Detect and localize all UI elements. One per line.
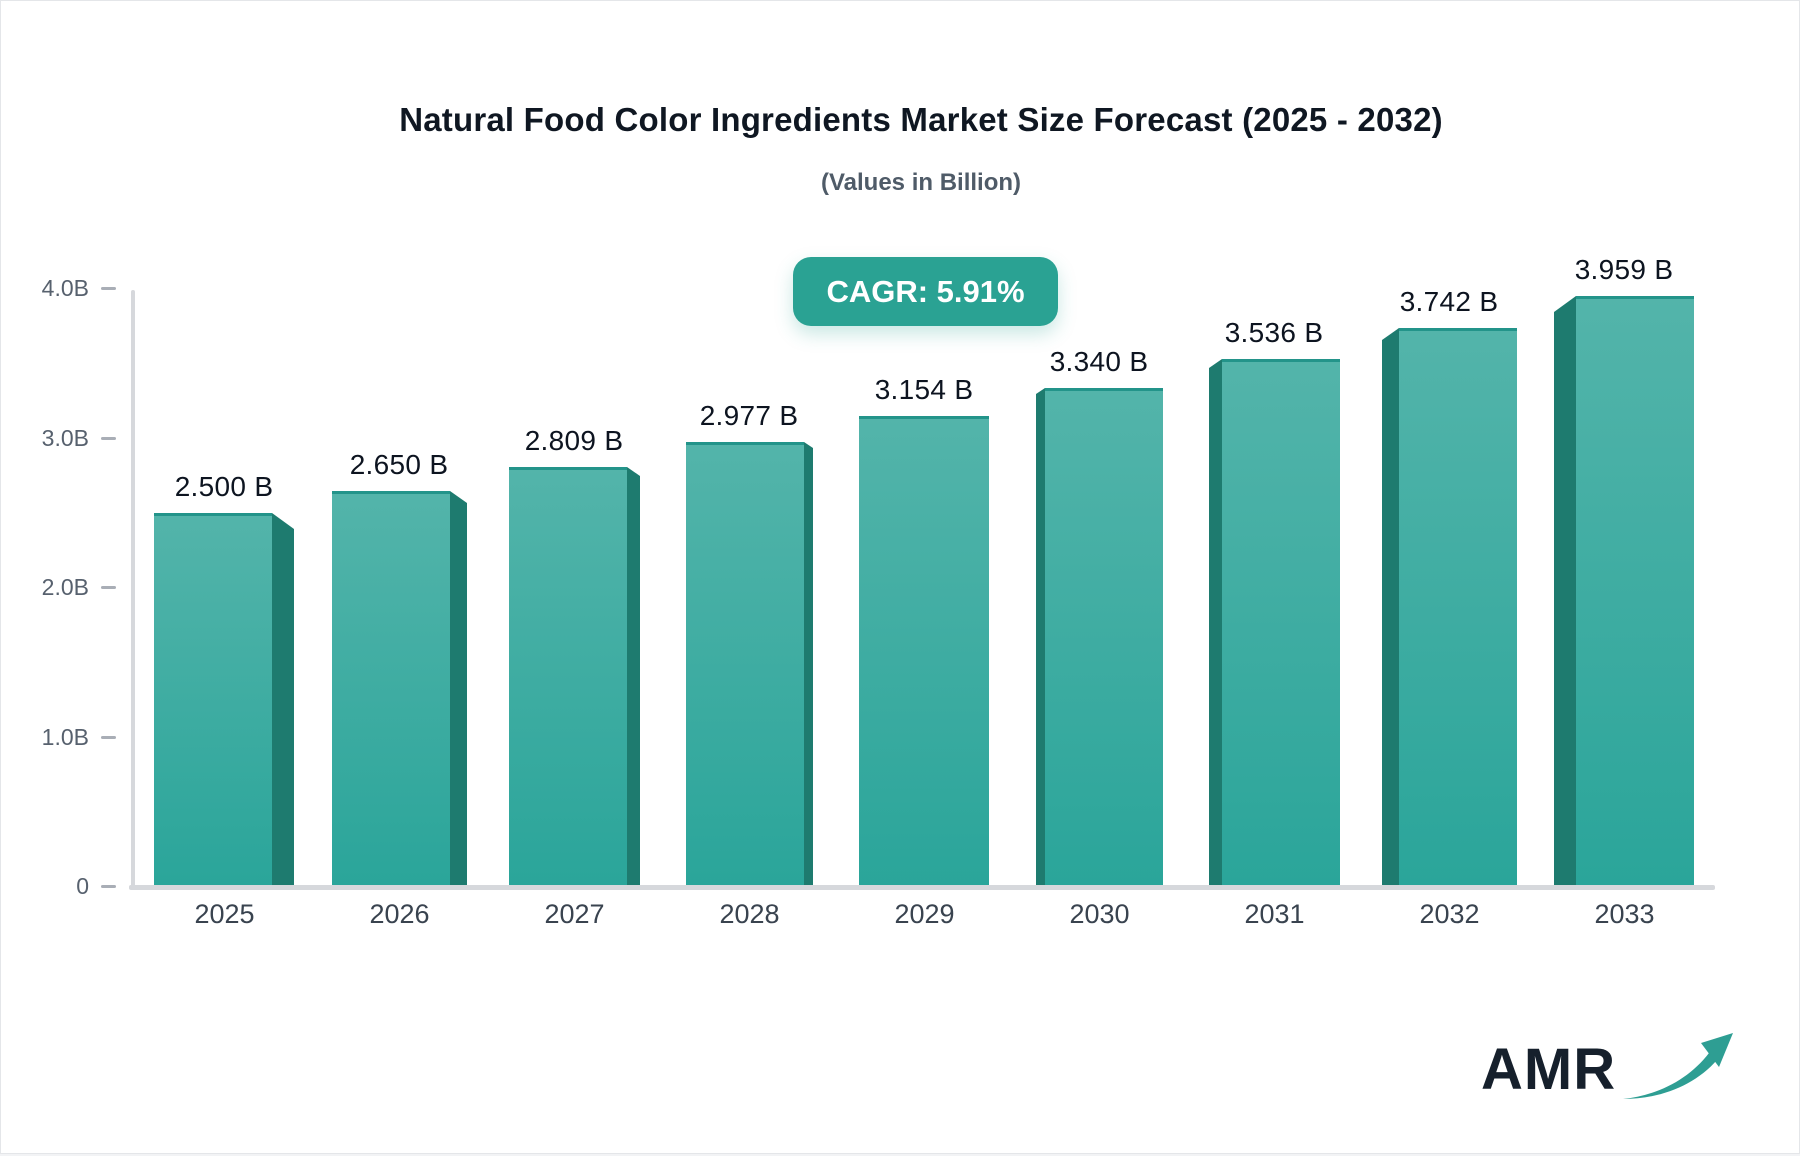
x-axis-label-2025: 2025: [194, 899, 255, 929]
bar-value-label-2030: 3.340 B: [1049, 346, 1149, 377]
y-axis-label: 2.0B: [41, 574, 89, 601]
bar-value-label-2029: 3.154 B: [874, 374, 974, 405]
y-axis-label: 4.0B: [41, 275, 89, 302]
bar-side-face-2026: [450, 491, 467, 887]
amr-logo-text: AMR: [1481, 1037, 1617, 1102]
bar-side-face-2027: [627, 467, 640, 887]
bar-value-label-2025: 2.500 B: [174, 471, 274, 502]
chart-title: Natural Food Color Ingredients Market Si…: [399, 101, 1443, 138]
bar-side-face-2030: [1036, 388, 1045, 887]
x-axis-label-2026: 2026: [369, 899, 430, 929]
y-axis-tick: [101, 885, 116, 888]
bar-side-face-2025: [272, 513, 294, 887]
x-axis-label-2030: 2030: [1069, 899, 1130, 929]
bar-value-label-2027: 2.809 B: [524, 425, 624, 456]
y-axis-label: 0: [76, 873, 89, 899]
bar-value-label-2026: 2.650 B: [349, 449, 449, 480]
y-axis-tick: [101, 586, 116, 590]
bar-side-face-2028: [804, 442, 813, 887]
cagr-badge: CAGR: 5.91%: [793, 257, 1058, 326]
bar-value-label-2033: 3.959 B: [1574, 254, 1674, 285]
bar-side-face-2031: [1209, 359, 1222, 887]
amr-logo: AMR: [1481, 1021, 1733, 1105]
bar-2032: [1399, 328, 1517, 887]
cagr-badge-label: CAGR: 5.91%: [826, 273, 1025, 309]
bar-2031: [1222, 359, 1340, 887]
x-axis-label-2029: 2029: [894, 899, 955, 929]
y-axis-label: 1.0B: [41, 723, 89, 750]
bar-2027: [509, 467, 627, 887]
bar-2028: [686, 442, 804, 887]
bar-value-label-2028: 2.977 B: [699, 400, 799, 431]
x-axis-label-2031: 2031: [1244, 899, 1305, 929]
growth-arrow-icon: [1623, 1033, 1733, 1099]
x-axis-label-2032: 2032: [1419, 899, 1480, 929]
bar-2025: [154, 513, 272, 887]
x-axis-baseline: [129, 885, 1715, 890]
y-axis-line: [131, 290, 135, 887]
y-axis-label: 3.0B: [41, 424, 89, 451]
bar-2026: [332, 491, 450, 887]
bar-value-label-2032: 3.742 B: [1399, 286, 1499, 317]
y-axis-tick: [101, 735, 116, 739]
x-axis-label-2027: 2027: [544, 899, 605, 929]
bar-side-face-2032: [1382, 328, 1399, 887]
bar-2029: [859, 416, 989, 887]
chart-subtitle: (Values in Billion): [820, 169, 1022, 196]
y-axis-tick: [101, 436, 116, 440]
bar-value-label-2031: 3.536 B: [1224, 317, 1324, 348]
y-axis-tick: [101, 287, 116, 291]
bar-side-face-2033: [1554, 296, 1576, 887]
bar-2030: [1045, 388, 1163, 887]
x-axis-label-2028: 2028: [719, 899, 780, 929]
x-axis-label-2033: 2033: [1594, 899, 1655, 929]
bar-2033: [1576, 296, 1694, 887]
